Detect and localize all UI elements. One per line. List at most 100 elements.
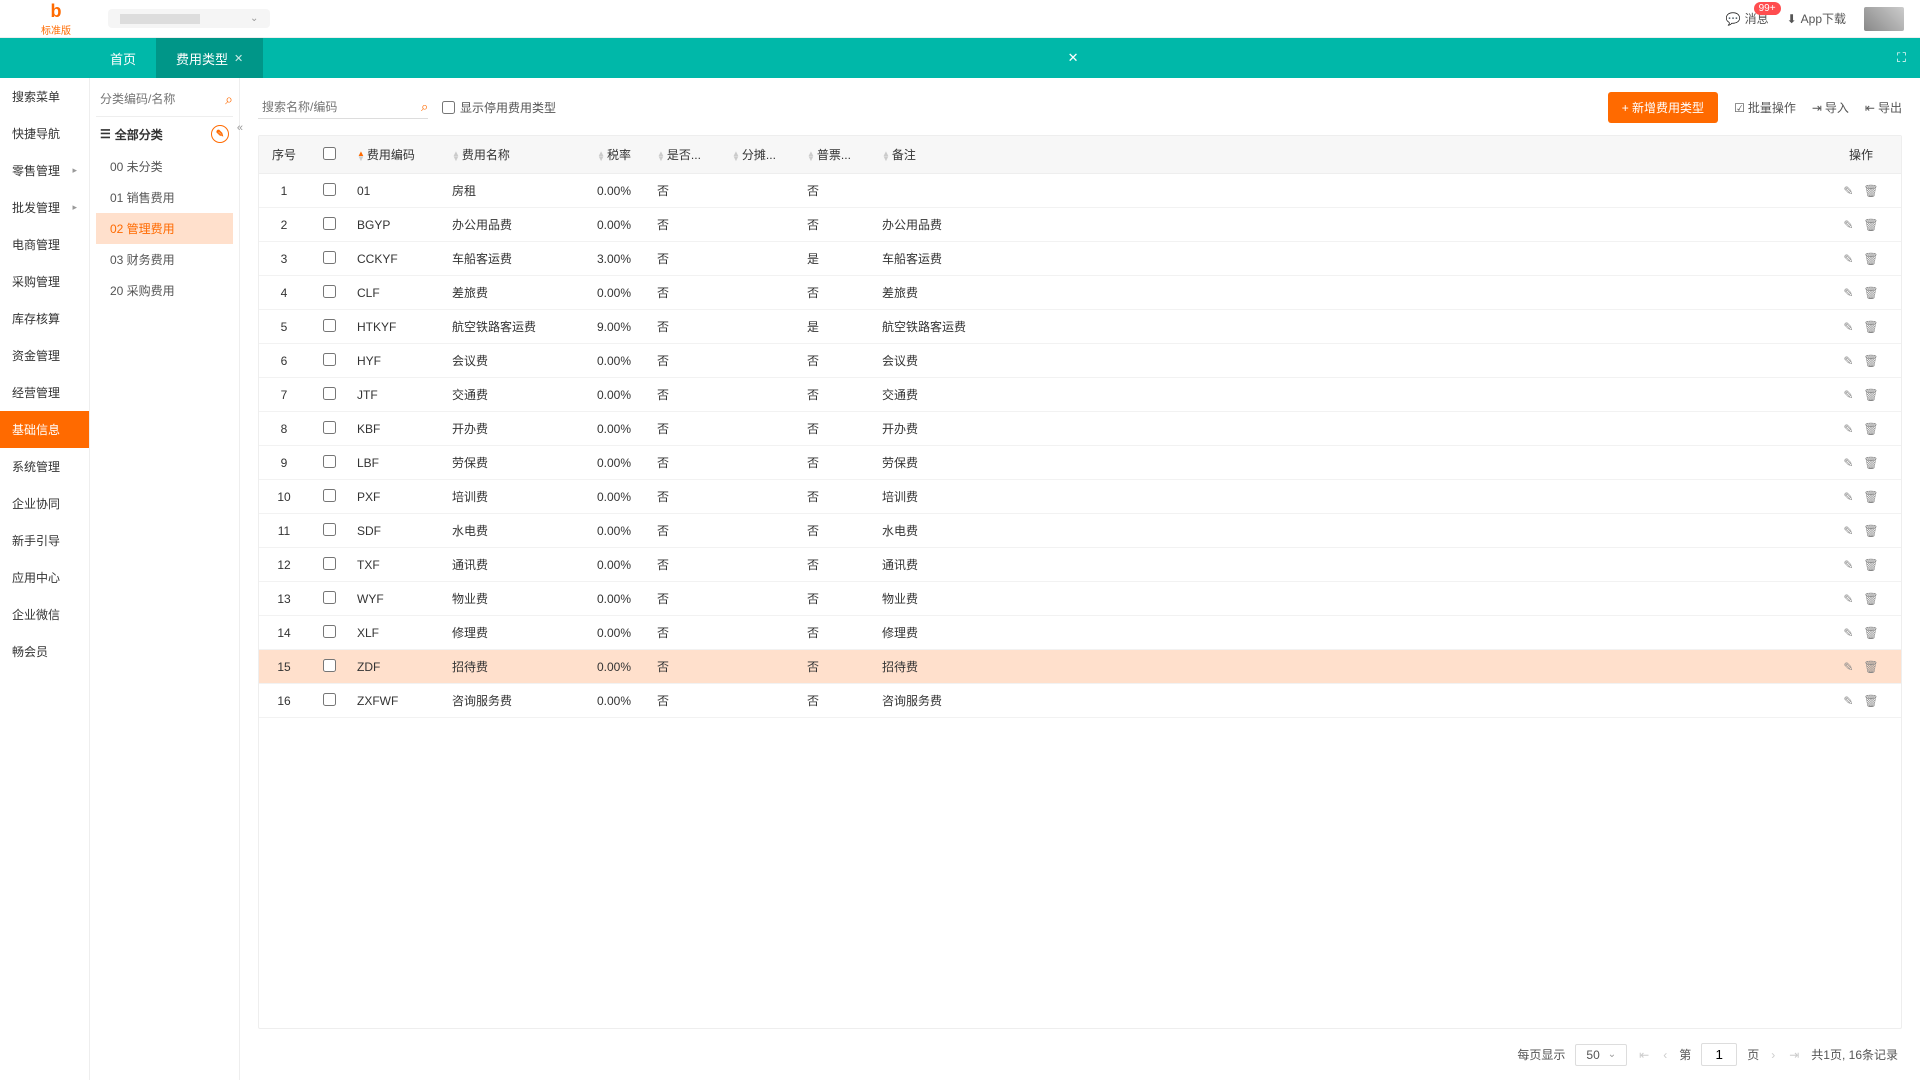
col-special[interactable]: ▲▼是否... (649, 136, 724, 174)
edit-icon[interactable]: ✎ (1843, 592, 1853, 606)
sidebar-item[interactable]: 电商管理 (0, 226, 89, 263)
sidebar-item[interactable]: 基础信息 (0, 411, 89, 448)
first-page-button[interactable]: ⇤ (1637, 1048, 1651, 1062)
edit-icon[interactable]: ✎ (1843, 422, 1853, 436)
fullscreen-button[interactable]: ⛶ (1883, 50, 1920, 66)
delete-icon[interactable]: 🗑 (1863, 626, 1878, 640)
col-share[interactable]: ▲▼分摊... (724, 136, 799, 174)
table-row[interactable]: 14XLF修理费0.00%否否修理费✎🗑 (259, 616, 1901, 650)
sidebar-item[interactable]: 新手引导 (0, 522, 89, 559)
close-icon[interactable]: ✕ (234, 52, 243, 65)
edit-icon[interactable]: ✎ (1843, 626, 1853, 640)
table-row[interactable]: 9LBF劳保费0.00%否否劳保费✎🗑 (259, 446, 1901, 480)
collapse-icon[interactable]: « (237, 122, 243, 134)
delete-icon[interactable]: 🗑 (1863, 422, 1878, 436)
sidebar-item[interactable]: 系统管理 (0, 448, 89, 485)
row-checkbox[interactable] (323, 557, 336, 570)
tab-expense-type[interactable]: 费用类型 ✕ (156, 38, 263, 78)
category-search-input[interactable] (96, 88, 225, 110)
delete-icon[interactable]: 🗑 (1863, 558, 1878, 572)
delete-icon[interactable]: 🗑 (1863, 456, 1878, 470)
edit-icon[interactable]: ✎ (1843, 320, 1853, 334)
delete-icon[interactable]: 🗑 (1863, 388, 1878, 402)
edit-icon[interactable]: ✎ (211, 125, 229, 143)
category-item[interactable]: 03 财务费用 (96, 244, 233, 275)
col-checkbox[interactable] (309, 136, 349, 174)
delete-icon[interactable]: 🗑 (1863, 252, 1878, 266)
row-checkbox[interactable] (323, 625, 336, 638)
edit-icon[interactable]: ✎ (1843, 490, 1853, 504)
messages-button[interactable]: 💬 消息 99+ (1726, 10, 1769, 27)
edit-icon[interactable]: ✎ (1843, 252, 1853, 266)
company-selector[interactable]: ⌄ (108, 9, 270, 28)
table-row[interactable]: 3CCKYF车船客运费3.00%否是车船客运费✎🗑 (259, 242, 1901, 276)
category-item[interactable]: 02 管理费用 (96, 213, 233, 244)
table-row[interactable]: 7JTF交通费0.00%否否交通费✎🗑 (259, 378, 1901, 412)
sidebar-item[interactable]: 畅会员 (0, 633, 89, 670)
search-input[interactable] (258, 96, 421, 118)
table-row[interactable]: 12TXF通讯费0.00%否否通讯费✎🗑 (259, 548, 1901, 582)
category-item[interactable]: 00 未分类 (96, 151, 233, 182)
sidebar-item[interactable]: 搜索菜单 (0, 78, 89, 115)
table-row[interactable]: 15ZDF招待费0.00%否否招待费✎🗑 (259, 650, 1901, 684)
prev-page-button[interactable]: ‹ (1661, 1048, 1669, 1062)
edit-icon[interactable]: ✎ (1843, 218, 1853, 232)
table-row[interactable]: 2BGYP办公用品费0.00%否否办公用品费✎🗑 (259, 208, 1901, 242)
row-checkbox[interactable] (323, 489, 336, 502)
row-checkbox[interactable] (323, 183, 336, 196)
table-row[interactable]: 11SDF水电费0.00%否否水电费✎🗑 (259, 514, 1901, 548)
page-input[interactable] (1701, 1043, 1737, 1066)
import-button[interactable]: ⇥导入 (1812, 99, 1849, 116)
sidebar-item[interactable]: 批发管理▸ (0, 189, 89, 226)
category-item[interactable]: 01 销售费用 (96, 182, 233, 213)
avatar[interactable] (1864, 7, 1904, 31)
search-icon[interactable]: ⌕ (225, 91, 233, 108)
edit-icon[interactable]: ✎ (1843, 694, 1853, 708)
delete-icon[interactable]: 🗑 (1863, 490, 1878, 504)
row-checkbox[interactable] (323, 421, 336, 434)
edit-icon[interactable]: ✎ (1843, 286, 1853, 300)
edit-icon[interactable]: ✎ (1843, 660, 1853, 674)
tab-home[interactable]: 首页 (90, 38, 156, 78)
batch-button[interactable]: ☑批量操作 (1734, 99, 1796, 116)
row-checkbox[interactable] (323, 319, 336, 332)
table-row[interactable]: 4CLF差旅费0.00%否否差旅费✎🗑 (259, 276, 1901, 310)
export-button[interactable]: ⇤导出 (1865, 99, 1902, 116)
row-checkbox[interactable] (323, 217, 336, 230)
delete-icon[interactable]: 🗑 (1863, 320, 1878, 334)
row-checkbox[interactable] (323, 591, 336, 604)
row-checkbox[interactable] (323, 387, 336, 400)
edit-icon[interactable]: ✎ (1843, 354, 1853, 368)
table-row[interactable]: 6HYF会议费0.00%否否会议费✎🗑 (259, 344, 1901, 378)
sidebar-item[interactable]: 经营管理 (0, 374, 89, 411)
sidebar-item[interactable]: 资金管理 (0, 337, 89, 374)
row-checkbox[interactable] (323, 659, 336, 672)
row-checkbox[interactable] (323, 693, 336, 706)
delete-icon[interactable]: 🗑 (1863, 286, 1878, 300)
all-categories[interactable]: ☰ 全部分类 ✎ (96, 117, 233, 151)
close-page-button[interactable]: ✕ (1054, 50, 1093, 66)
row-checkbox[interactable] (323, 455, 336, 468)
delete-icon[interactable]: 🗑 (1863, 218, 1878, 232)
delete-icon[interactable]: 🗑 (1863, 660, 1878, 674)
sidebar-item[interactable]: 企业协同 (0, 485, 89, 522)
table-row[interactable]: 5HTKYF航空铁路客运费9.00%否是航空铁路客运费✎🗑 (259, 310, 1901, 344)
col-remark[interactable]: ▲▼备注 (874, 136, 1821, 174)
last-page-button[interactable]: ⇥ (1787, 1048, 1801, 1062)
col-invoice[interactable]: ▲▼普票... (799, 136, 874, 174)
col-code[interactable]: ▲▼费用编码 (349, 136, 444, 174)
col-seq[interactable]: 序号 (259, 136, 309, 174)
edit-icon[interactable]: ✎ (1843, 388, 1853, 402)
delete-icon[interactable]: 🗑 (1863, 694, 1878, 708)
edit-icon[interactable]: ✎ (1843, 456, 1853, 470)
show-disabled-toggle[interactable]: 显示停用费用类型 (442, 99, 556, 116)
edit-icon[interactable]: ✎ (1843, 184, 1853, 198)
page-size-select[interactable]: 50 ⌄ (1575, 1044, 1627, 1066)
sidebar-item[interactable]: 企业微信 (0, 596, 89, 633)
table-row[interactable]: 8KBF开办费0.00%否否开办费✎🗑 (259, 412, 1901, 446)
sidebar-item[interactable]: 采购管理 (0, 263, 89, 300)
edit-icon[interactable]: ✎ (1843, 524, 1853, 538)
search-icon[interactable]: ⌕ (421, 99, 428, 115)
add-expense-button[interactable]: + 新增费用类型 (1608, 92, 1718, 123)
delete-icon[interactable]: 🗑 (1863, 524, 1878, 538)
